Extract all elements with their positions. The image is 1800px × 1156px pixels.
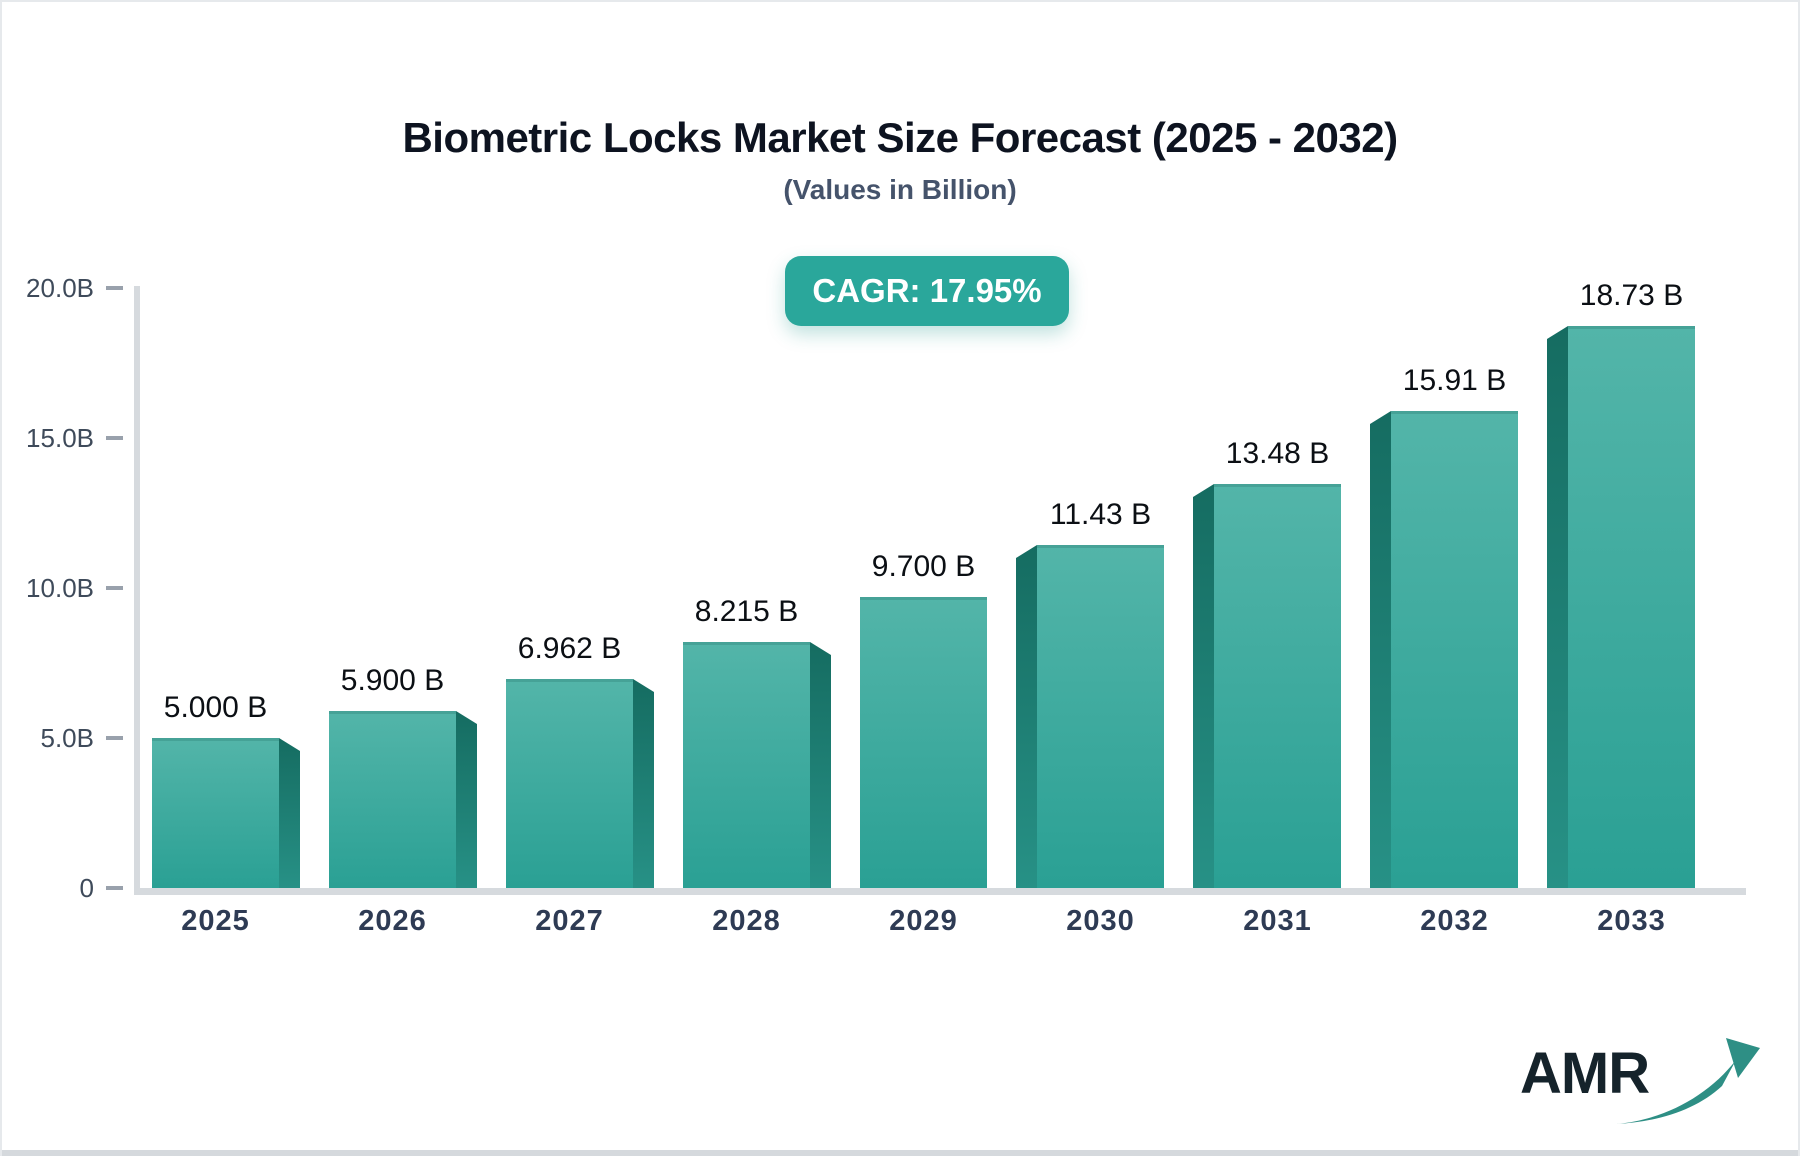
x-tick-label: 2027 (535, 905, 604, 937)
bar-2027 (506, 679, 633, 888)
bar-2030 (1037, 545, 1164, 888)
bar-side-face (1370, 411, 1391, 888)
bar-side-face (1193, 484, 1214, 888)
y-tick-mark (106, 736, 123, 740)
y-tick-label: 10.0B (26, 573, 94, 603)
y-axis-line (134, 286, 140, 895)
bar-side-face (633, 679, 654, 888)
y-tick-mark (106, 586, 123, 590)
y-tick-label: 15.0B (26, 423, 94, 453)
bar-side-face (1016, 545, 1037, 888)
chart-title: Biometric Locks Market Size Forecast (20… (402, 114, 1398, 161)
bar-side-face (456, 711, 477, 888)
y-tick-label: 20.0B (26, 273, 94, 303)
growth-arrow-icon (1616, 1038, 1760, 1124)
bar-2031 (1214, 484, 1341, 888)
bottom-border (2, 1150, 1798, 1156)
x-tick-label: 2031 (1243, 905, 1312, 937)
bar-2033 (1568, 326, 1695, 888)
x-axis-line (134, 888, 1746, 895)
bar-value-label: 11.43 B (1049, 498, 1152, 531)
bar-2032 (1391, 411, 1518, 888)
bar-value-label: 6.962 B (517, 632, 622, 665)
bar-side-face (810, 642, 831, 888)
bar-value-label: 5.900 B (340, 664, 445, 697)
bar-2025 (152, 738, 279, 888)
bar-value-label: 9.700 B (871, 550, 976, 583)
y-tick-label: 5.0B (40, 723, 95, 753)
x-tick-label: 2033 (1597, 905, 1666, 937)
amr-logo-text: AMR (1520, 1041, 1650, 1106)
x-tick-label: 2026 (358, 905, 427, 937)
bar-value-label: 8.215 B (694, 595, 799, 628)
bar-side-face (279, 738, 300, 888)
bar-value-label: 13.48 B (1225, 437, 1330, 470)
x-tick-label: 2032 (1420, 905, 1489, 937)
bar-2028 (683, 642, 810, 888)
y-tick-mark (106, 886, 123, 890)
x-tick-label: 2025 (181, 905, 250, 937)
bar-value-label: 5.000 B (163, 691, 268, 724)
bar-value-label: 18.73 B (1579, 279, 1684, 312)
cagr-badge: CAGR: 17.95% (785, 256, 1069, 326)
bar-2029 (860, 597, 987, 888)
x-tick-label: 2029 (889, 905, 958, 937)
y-tick-label: 0 (79, 873, 94, 903)
bar-side-face (1547, 326, 1568, 888)
amr-logo: AMR (1520, 1032, 1760, 1128)
y-tick-mark (106, 286, 123, 290)
bar-value-label: 15.91 B (1402, 364, 1507, 397)
x-tick-label: 2028 (712, 905, 781, 937)
chart-subtitle: (Values in Billion) (783, 174, 1017, 205)
bar-2026 (329, 711, 456, 888)
y-tick-mark (106, 436, 123, 440)
x-tick-label: 2030 (1066, 905, 1135, 937)
